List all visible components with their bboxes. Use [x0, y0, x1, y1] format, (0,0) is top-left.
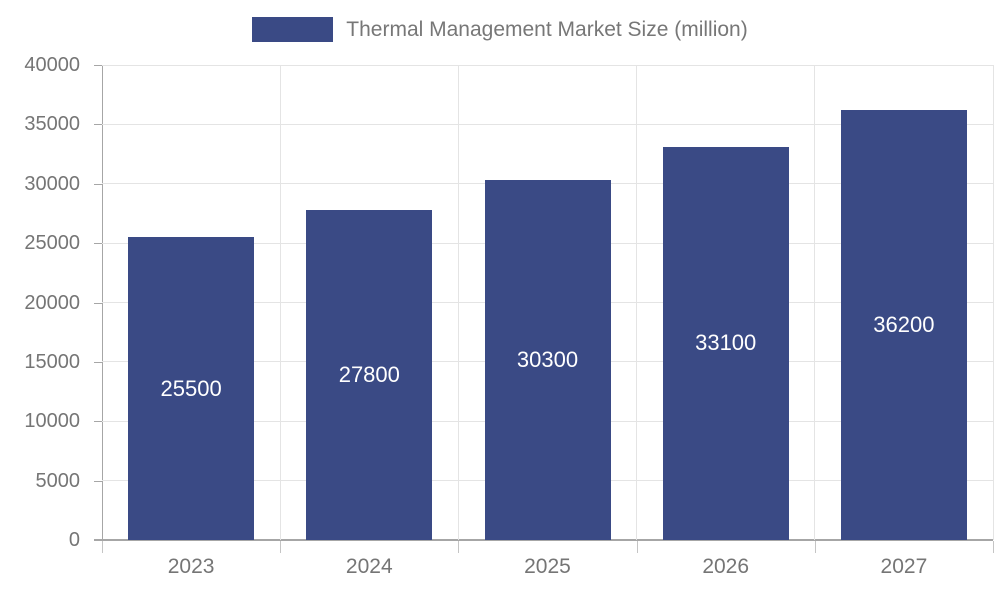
y-axis-label: 10000 — [24, 410, 80, 433]
legend-label: Thermal Management Market Size (million) — [346, 17, 748, 41]
plot-area: 25500 27800 30300 33100 36200 — [102, 64, 994, 540]
v-gridline — [457, 65, 459, 540]
x-axis-tick — [280, 541, 282, 553]
bar-value-label: 33100 — [695, 330, 757, 356]
y-axis-label: 35000 — [24, 113, 80, 136]
y-axis-label: 20000 — [24, 291, 80, 314]
y-axis-tick — [94, 540, 102, 541]
bar-value-label: 36200 — [873, 312, 935, 338]
y-axis-tick — [94, 124, 102, 126]
y-axis-tick — [94, 361, 102, 363]
x-axis-tick — [993, 541, 994, 553]
x-axis-tick — [458, 541, 460, 553]
h-gridline — [102, 123, 993, 125]
bar-2023[interactable]: 25500 — [128, 237, 255, 540]
y-axis-label: 40000 — [24, 54, 80, 76]
v-gridline — [992, 65, 994, 540]
v-gridline — [814, 65, 816, 540]
x-axis-tick — [636, 541, 638, 553]
y-axis-label: 30000 — [24, 172, 80, 195]
y-axis-tick — [94, 65, 102, 66]
x-axis-label: 2023 — [167, 555, 215, 578]
bar-2026[interactable]: 33100 — [662, 146, 789, 540]
h-gridline — [102, 64, 993, 66]
bar-2024[interactable]: 27800 — [306, 209, 433, 540]
y-axis-label: 25000 — [24, 232, 80, 255]
x-axis-label: 2025 — [524, 555, 571, 578]
y-axis-label: 0 — [68, 529, 80, 551]
v-gridline — [279, 65, 281, 540]
x-axis-label: 2027 — [880, 555, 928, 578]
y-axis-tick — [94, 243, 102, 245]
bar-value-label: 30300 — [516, 347, 579, 373]
x-axis-label: 2024 — [345, 555, 393, 578]
x-axis-line — [94, 539, 993, 541]
v-gridline — [636, 65, 638, 540]
x-axis-tick — [102, 541, 103, 553]
bar-value-label: 27800 — [338, 361, 400, 387]
y-axis-label: 15000 — [24, 350, 80, 373]
legend-item[interactable]: Thermal Management Market Size (million) — [0, 17, 1000, 42]
legend-swatch-icon — [252, 17, 334, 42]
bar-2025[interactable]: 30300 — [484, 180, 611, 540]
y-axis-tick — [94, 302, 102, 304]
y-axis-label: 5000 — [35, 469, 81, 492]
bar-value-label: 25500 — [160, 375, 222, 401]
y-axis-tick — [94, 480, 102, 482]
bar-2027[interactable]: 36200 — [840, 110, 967, 540]
x-axis-tick — [814, 541, 816, 553]
y-axis-tick — [94, 421, 102, 423]
y-axis-tick — [94, 183, 102, 185]
x-axis-label: 2026 — [702, 555, 750, 578]
